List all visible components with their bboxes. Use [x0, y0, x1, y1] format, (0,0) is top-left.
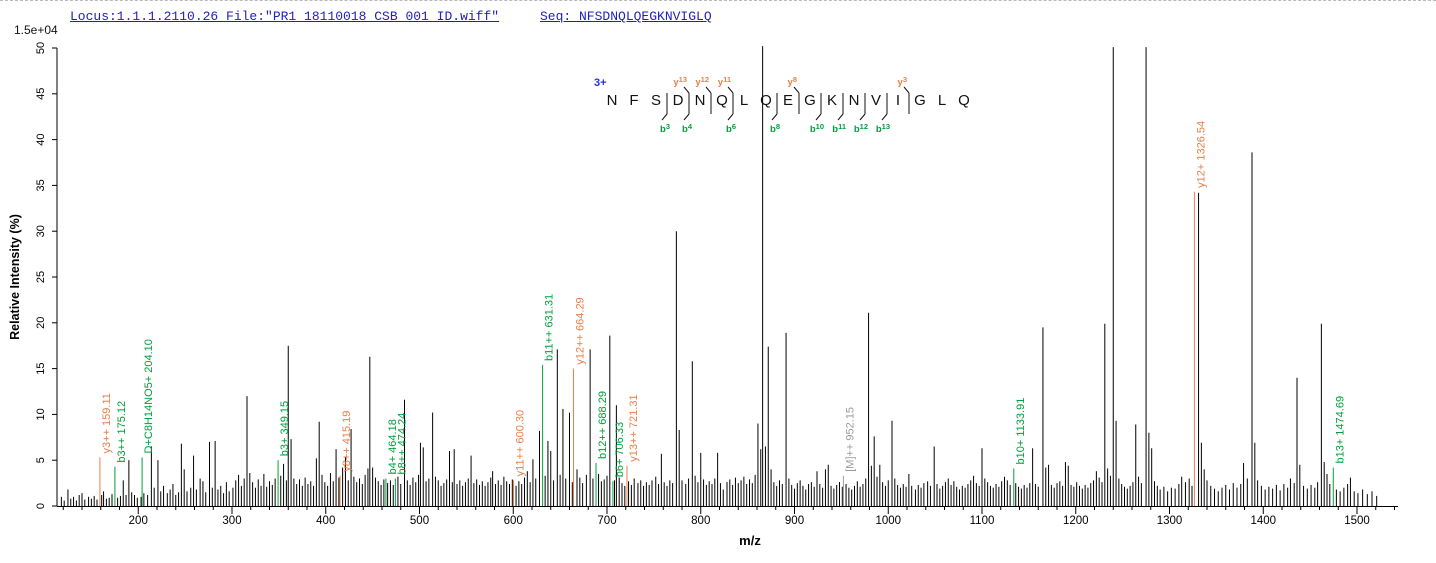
peak-label: y3++ 159.11 — [101, 393, 113, 453]
peak-label: b3+ 349.15 — [279, 401, 291, 456]
residue-letter: V — [871, 92, 881, 109]
peak-label: y12++ 664.29 — [575, 297, 587, 364]
peak-label: [M]++ 952.15 — [844, 407, 856, 472]
x-tick-label: 300 — [222, 515, 241, 527]
peak-label: b13+ 1474.69 — [1334, 396, 1346, 464]
y-tick-label: 0 — [35, 503, 47, 509]
y-tick-label: 5 — [35, 457, 47, 463]
x-tick-label: 700 — [597, 515, 616, 527]
residue-letter: S — [651, 92, 661, 109]
peak-label: b6+ 706.33 — [614, 422, 626, 477]
residue-letter: I — [896, 92, 900, 109]
residue-letter: N — [849, 92, 860, 109]
x-tick-label: 1400 — [1250, 515, 1276, 527]
y-tick-label: 10 — [35, 408, 47, 420]
residue-letter: G — [914, 92, 926, 109]
peak-label: b8++ 474.24 — [396, 413, 408, 475]
peak-label: b4+ 464.18 — [387, 419, 399, 474]
y-tick-label: 20 — [35, 317, 47, 329]
axes: 0 5 10 15 20 25 30 35 40 45 50 200 300 400 500 600 700 80… — [8, 42, 1398, 548]
peak-label: D+C8H14NO5+ 204.10 — [143, 339, 155, 453]
ion-mark-label: b11 — [832, 122, 846, 135]
residue-letter: L — [740, 92, 748, 109]
x-tick-label: 1300 — [1157, 515, 1183, 527]
x-axis-title: m/z — [739, 533, 761, 548]
ion-mark-label: y8 — [788, 75, 797, 88]
residue-letter: L — [938, 92, 946, 109]
ion-mark-label: b3 — [660, 122, 670, 135]
y-tick-label: 25 — [35, 271, 47, 283]
peak-label: b11++ 631.31 — [544, 294, 556, 361]
y-tick-label: 45 — [35, 88, 47, 100]
ion-mark-label: y13 — [673, 75, 687, 88]
residue-letter: Q — [716, 92, 728, 109]
x-tick-label: 1000 — [875, 515, 901, 527]
y-tick-label: 15 — [35, 362, 47, 374]
peak-label: y11++ 600.30 — [515, 410, 527, 476]
ion-mark-label: b4 — [682, 122, 693, 135]
y-tick-label: 30 — [35, 225, 47, 237]
x-tick-label: 500 — [410, 515, 429, 527]
ion-mark-label: b13 — [876, 122, 890, 135]
x-tick-label: 200 — [129, 515, 148, 527]
peak-label: y13++ 721.31 — [628, 394, 640, 461]
x-tick-label: 900 — [785, 515, 804, 527]
labeled-peaks-layer: y3++ 159.11 b3++ 175.12 D+C8H14NO5+ 204.10… — [99, 121, 1346, 506]
sequence-link[interactable]: Seq: NFSDNQLQEGKNVIGLQ — [540, 9, 712, 24]
peak-label: b10+ 1133.91 — [1015, 398, 1027, 465]
residue-letter: Q — [958, 92, 970, 109]
residue-letter: D — [673, 92, 684, 109]
intensity-scale-note: 1.5e+04 — [14, 23, 58, 37]
y-tick-label: 35 — [35, 179, 47, 191]
ion-mark-label: b6 — [726, 122, 736, 135]
x-tick-label: 1500 — [1344, 515, 1370, 527]
ion-mark-label: y12 — [695, 75, 709, 88]
x-tick-label: 400 — [316, 515, 335, 527]
y-tick-label: 50 — [35, 42, 47, 54]
ion-mark-label: b12 — [854, 122, 868, 135]
x-tick-label: 1100 — [970, 515, 995, 527]
ion-mark-label: b8 — [770, 122, 780, 135]
x-tick-label: 600 — [504, 515, 523, 527]
ion-mark-label: b10 — [810, 122, 824, 135]
peak-label: y8++ 415.19 — [341, 411, 353, 472]
peak-label: b3++ 175.12 — [116, 401, 128, 463]
y-axis-title: Relative Intensity (%) — [8, 214, 22, 340]
residue-letter: E — [783, 92, 793, 109]
residue-letter: G — [804, 92, 816, 109]
residue-letter: N — [695, 92, 706, 109]
precursor-charge-label: 3+ — [594, 77, 607, 89]
residue-letter: Q — [760, 92, 772, 109]
residue-letter: N — [607, 92, 618, 109]
residue-letter: F — [629, 92, 638, 109]
ion-mark-label: y3 — [898, 75, 907, 88]
residue-letter: K — [827, 92, 837, 109]
x-tick-label: 1200 — [1063, 515, 1089, 527]
locus-file-link[interactable]: Locus:1.1.1.2110.26 File:"PR1_18110018_C… — [70, 9, 500, 24]
peak-label: y12+ 1326.54 — [1195, 121, 1207, 188]
peaks-layer — [60, 46, 1378, 506]
x-tick-label: 800 — [691, 515, 710, 527]
y-tick-label: 40 — [35, 133, 47, 145]
ion-mark-label: y11 — [718, 75, 731, 88]
peak-label: b12++ 688.29 — [597, 391, 609, 459]
